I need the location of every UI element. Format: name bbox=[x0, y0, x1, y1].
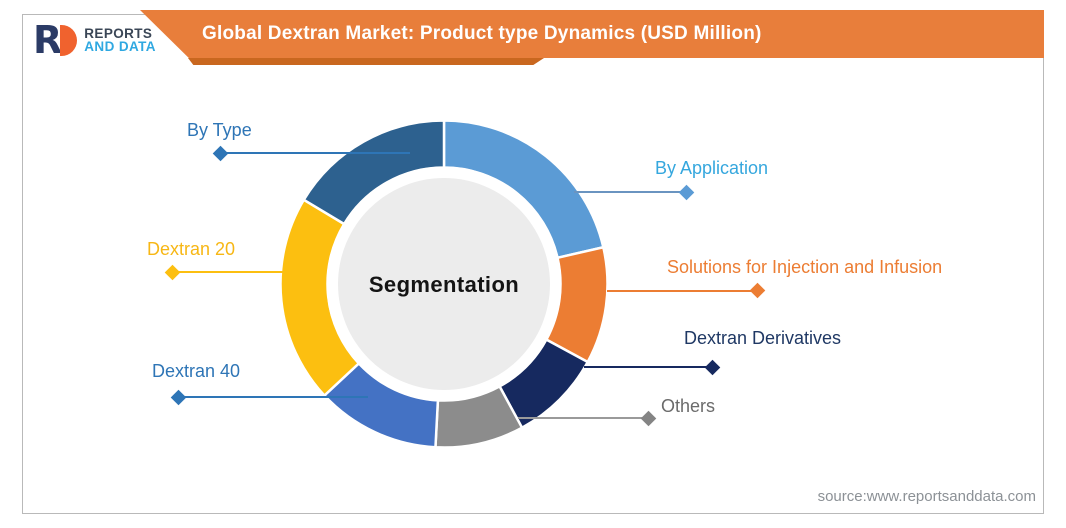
callout-line-by-type bbox=[220, 152, 410, 154]
banner-ribbon-fold bbox=[188, 58, 544, 65]
callout-label-others: Others bbox=[661, 396, 716, 416]
callout-line-dextran-derivatives bbox=[584, 366, 712, 368]
callout-label-by-type: By Type bbox=[187, 120, 252, 140]
callout-line-by-application bbox=[574, 191, 686, 193]
chart-title: Global Dextran Market: Product type Dyna… bbox=[202, 23, 762, 44]
title-banner: Global Dextran Market: Product type Dyna… bbox=[140, 10, 1044, 58]
donut-center-label: Segmentation bbox=[368, 272, 520, 297]
callout-label-dextran-40: Dextran 40 bbox=[152, 361, 241, 381]
callout-line-dextran-40 bbox=[178, 396, 368, 398]
logo-line-reports: REPORTS bbox=[84, 25, 153, 41]
callout-label-by-application: By Application bbox=[655, 158, 769, 178]
callout-label-dextran-20: Dextran 20 bbox=[147, 239, 236, 259]
callout-line-others bbox=[518, 417, 648, 419]
donut-center-disc bbox=[338, 178, 550, 390]
logo-wordmark: REPORTS AND DATA bbox=[84, 25, 156, 54]
callout-line-solutions-for-injection-and-infusion bbox=[607, 290, 757, 292]
callout-line-dextran-20 bbox=[172, 271, 288, 273]
logo-r-glyph: R bbox=[33, 18, 62, 62]
source-attribution: source:www.reportsanddata.com bbox=[817, 488, 1036, 505]
logo-line-and-data: AND DATA bbox=[84, 38, 156, 54]
reports-and-data-logo: R REPORTS AND DATA bbox=[33, 18, 156, 62]
callout-label-dextran-derivatives: Dextran Derivatives bbox=[684, 328, 842, 348]
logo-d-glyph bbox=[60, 24, 78, 56]
callout-label-solutions-for-injection-and-infusion: Solutions for Injection and Infusion bbox=[667, 257, 943, 277]
